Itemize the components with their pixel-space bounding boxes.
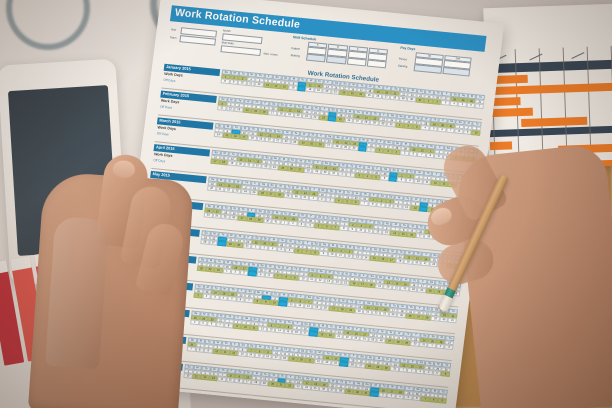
payday-row-label-period: Period — [398, 57, 407, 62]
payday-input-starting-1[interactable] — [413, 64, 442, 74]
payday-input-starting-2[interactable] — [441, 66, 471, 77]
shift-row-label-starting: Starting — [290, 53, 300, 58]
day-cell[interactable]: 7 — [474, 103, 484, 109]
off-days-label: Off Days — [156, 130, 169, 136]
month-label-text: February 2015 — [162, 91, 190, 99]
day-cell[interactable]: 6 — [441, 371, 451, 377]
day-cell[interactable]: 9 — [437, 398, 447, 404]
gantt-bar — [527, 82, 612, 94]
month-label-text: April 2015 — [155, 144, 175, 152]
month-label-text: May 2015 — [152, 171, 171, 179]
payday-row-label-starting: Starting — [397, 64, 408, 69]
off-days-label: Off Days — [163, 77, 176, 83]
gantt-bar — [521, 116, 588, 128]
shift-input-starting-c[interactable] — [346, 57, 367, 67]
month-label-text: March 2015 — [159, 117, 181, 125]
left-thumb-crease — [44, 215, 110, 370]
right-hand — [421, 138, 612, 408]
shift-input-starting-b[interactable] — [326, 55, 347, 65]
field-group-month: Month Start Date — [220, 29, 263, 56]
gantt-bar — [488, 107, 533, 118]
gantt-header-bar — [485, 59, 612, 74]
shift-row-label-pattern: Pattern — [291, 46, 301, 51]
field-group-year-team: Year Team — [169, 26, 218, 46]
left-index-fingernail — [112, 159, 136, 179]
field-label-team: Team — [169, 35, 177, 40]
day-cell[interactable]: 3 — [444, 344, 454, 350]
off-days-label: Off Days — [159, 104, 173, 110]
section-pay-days: Pay Days 1st 2nd Period Starting — [398, 46, 473, 77]
shift-input-starting-a[interactable] — [306, 53, 327, 63]
left-hand — [27, 152, 195, 408]
field-label-mon-time: Mon. a time — [263, 52, 278, 57]
gantt-header-bar-2 — [487, 125, 612, 138]
month-label-text: January 2015 — [165, 64, 192, 72]
field-label-year: Year — [170, 27, 177, 32]
off-days-label: Off Days — [153, 157, 166, 163]
day-cell[interactable]: 10 — [471, 130, 481, 136]
gantt-bar — [489, 141, 513, 151]
day-cell[interactable]: 31 — [447, 317, 457, 324]
shift-input-starting-d[interactable] — [366, 59, 387, 69]
